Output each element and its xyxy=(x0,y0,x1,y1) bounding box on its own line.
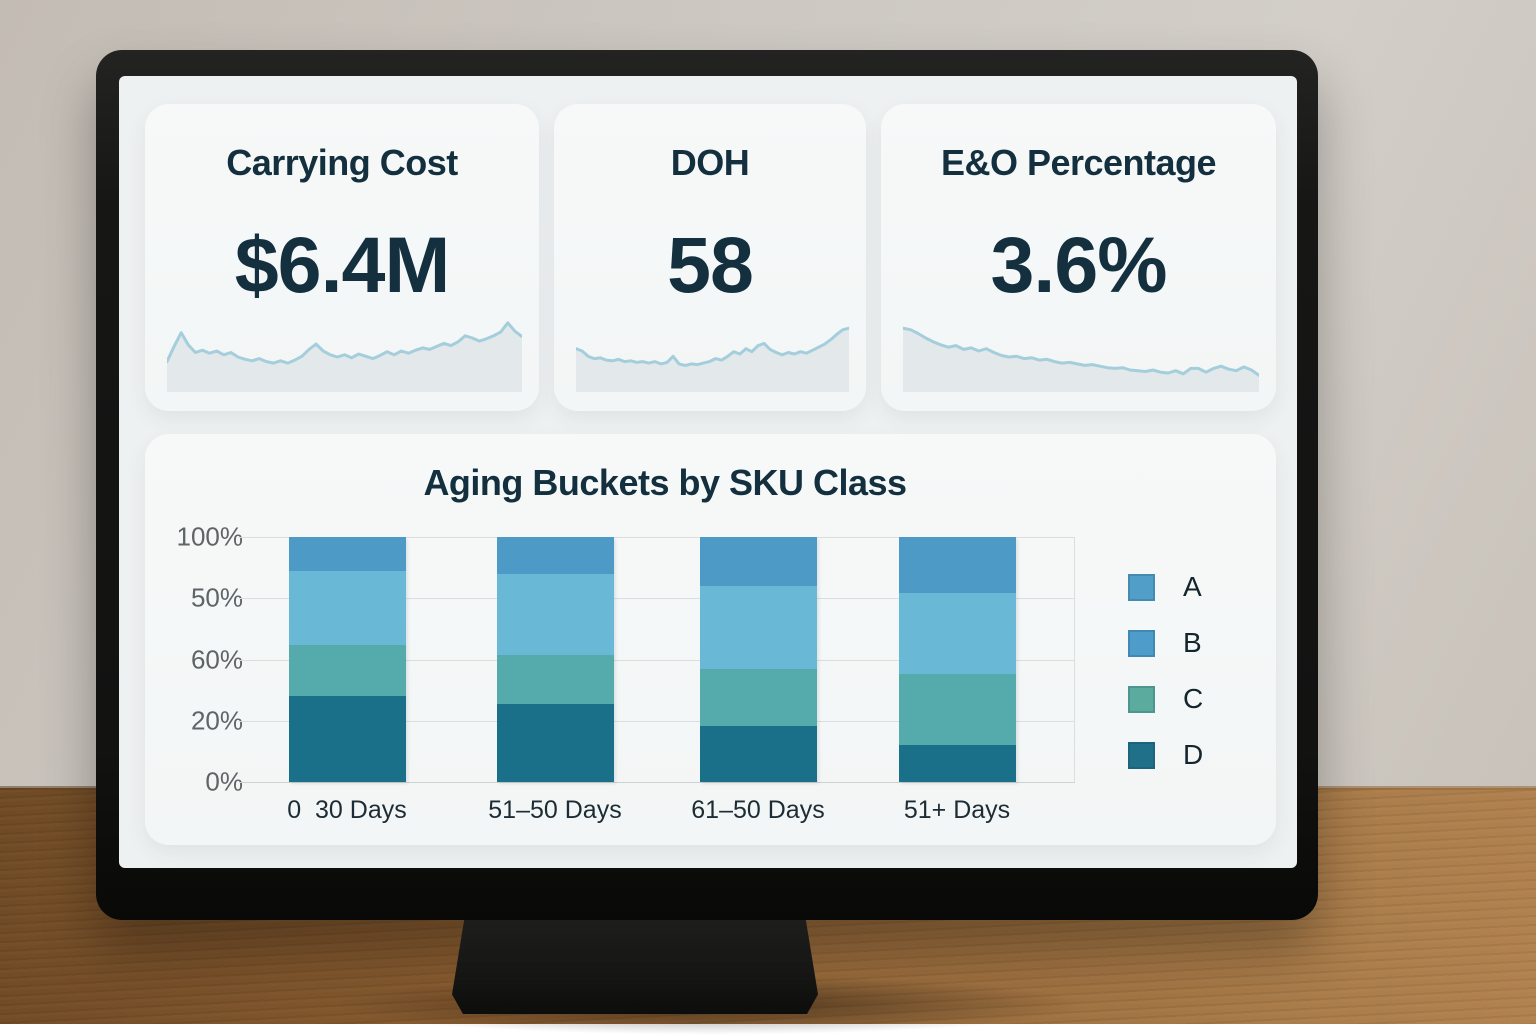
gridline xyxy=(239,720,1075,722)
stacked-bar[interactable] xyxy=(898,537,1016,782)
legend-label: A xyxy=(1183,571,1202,602)
sparkline-line xyxy=(903,326,1259,377)
kpi-title: DOH xyxy=(670,142,750,183)
bar-segment-d[interactable] xyxy=(699,725,817,782)
sparkline-chart xyxy=(167,316,522,392)
kpi-value: 58 xyxy=(667,220,754,309)
kpi-row: Carrying Cost $6.4M DOH 58 E&O Percentag… xyxy=(145,104,1276,411)
stacked-bar-plot xyxy=(239,537,1075,783)
gridline xyxy=(239,659,1075,661)
kpi-value: 3.6% xyxy=(990,220,1167,309)
legend-label: D xyxy=(1183,739,1204,770)
legend-label: B xyxy=(1183,627,1202,658)
legend-swatch xyxy=(1128,741,1155,769)
legend-label: C xyxy=(1183,683,1204,714)
x-tick-label: 0 30 Days xyxy=(287,796,407,824)
screen: Carrying Cost $6.4M DOH 58 E&O Percentag… xyxy=(119,76,1297,868)
y-tick-label: 60% xyxy=(190,644,243,674)
legend-item-b[interactable]: B xyxy=(1128,627,1203,658)
stacked-bar[interactable] xyxy=(699,537,817,782)
bar-segment-c[interactable] xyxy=(496,654,614,704)
bar-segment-d[interactable] xyxy=(898,745,1016,782)
legend-swatch xyxy=(1128,573,1155,601)
kpi-title: E&O Percentage xyxy=(940,142,1217,183)
bar-segment-d[interactable] xyxy=(288,696,406,782)
aging-buckets-chart-card: Aging Buckets by SKU Class 100% 50% 60% 20%… xyxy=(145,434,1276,845)
sparkline-line xyxy=(576,326,849,367)
y-axis-labels: 100% 50% 60% 20% 0% xyxy=(163,522,244,797)
y-tick-label: 100% xyxy=(176,521,244,552)
legend-item-a[interactable]: A xyxy=(1128,571,1203,602)
x-tick-label: 51–50 Days xyxy=(488,796,622,824)
legend-swatch xyxy=(1128,629,1155,657)
plot-right-border xyxy=(1074,537,1075,782)
legend-item-d[interactable]: D xyxy=(1128,739,1204,770)
stacked-bar[interactable] xyxy=(288,537,406,782)
gridline xyxy=(239,782,1075,783)
bar-segment-b[interactable] xyxy=(288,571,406,645)
kpi-card-carrying-cost[interactable]: Carrying Cost $6.4M xyxy=(145,104,539,411)
bar-segment-a[interactable] xyxy=(496,537,614,574)
bar-segment-b[interactable] xyxy=(699,586,817,670)
sparkline-area xyxy=(167,322,522,392)
kpi-card-eo-percentage[interactable]: E&O Percentage 3.6% xyxy=(881,104,1276,411)
x-tick-label: 61–50 Days xyxy=(691,796,825,824)
bar-segment-a[interactable] xyxy=(699,537,817,586)
kpi-title: Carrying Cost xyxy=(226,142,458,183)
gridline xyxy=(239,537,1075,538)
legend-item-c[interactable]: C xyxy=(1128,683,1204,714)
bar-segment-c[interactable] xyxy=(898,674,1016,746)
y-tick-label: 50% xyxy=(190,582,243,613)
y-tick-label: 0% xyxy=(205,766,243,797)
bar-segment-c[interactable] xyxy=(288,644,406,697)
bar-segment-b[interactable] xyxy=(496,573,614,655)
x-tick-label: 51+ Days xyxy=(903,796,1011,824)
sparkline-chart xyxy=(576,316,849,392)
bar-segment-a[interactable] xyxy=(898,537,1016,594)
bar-segment-d[interactable] xyxy=(496,703,614,782)
sparkline-line xyxy=(167,321,522,365)
kpi-card-doh[interactable]: DOH 58 xyxy=(554,104,866,411)
gridline xyxy=(239,598,1075,600)
bar-segment-b[interactable] xyxy=(898,593,1016,675)
monitor: Carrying Cost $6.4M DOH 58 E&O Percentag… xyxy=(96,50,1318,920)
monitor-stand xyxy=(452,916,818,1014)
kpi-value: $6.4M xyxy=(234,220,451,309)
dashboard: Carrying Cost $6.4M DOH 58 E&O Percentag… xyxy=(119,76,1297,868)
chart-title: Aging Buckets by SKU Class xyxy=(423,462,907,503)
bar-segment-a[interactable] xyxy=(288,537,406,572)
sparkline-chart xyxy=(903,316,1259,392)
y-tick-label: 20% xyxy=(190,705,243,736)
legend-swatch xyxy=(1128,685,1155,713)
bar-segment-c[interactable] xyxy=(699,669,817,726)
stacked-bar[interactable] xyxy=(496,537,614,782)
sparkline-area xyxy=(903,328,1259,392)
